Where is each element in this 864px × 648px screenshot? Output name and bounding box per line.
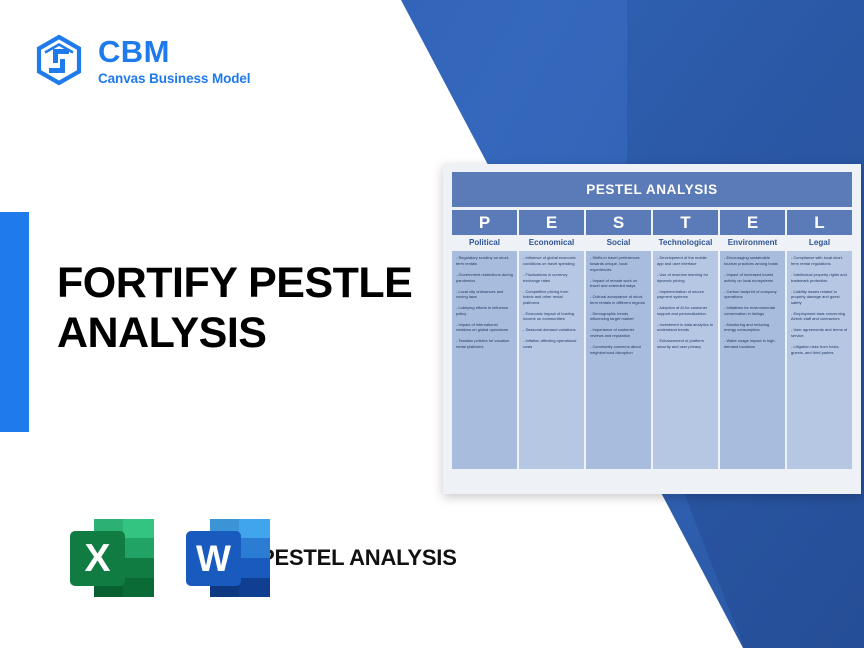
pestel-bullet: - Use of machine learning for dynamic pr… bbox=[657, 272, 709, 283]
pestel-column-letter: E bbox=[519, 209, 584, 236]
pestel-column-body: - Regulatory scrutiny on short-term rent… bbox=[452, 251, 517, 470]
pestel-column-name: Legal bbox=[787, 235, 852, 252]
pestel-column-letter: S bbox=[586, 209, 651, 236]
pestel-bullet: - Carbon footprint of company operations bbox=[724, 288, 777, 300]
office-icons: X W bbox=[66, 513, 270, 603]
pestel-column-body: - Compliance with local short-term renta… bbox=[787, 251, 852, 470]
pestel-bullet: - Lobbying efforts to influence policy bbox=[456, 305, 509, 316]
brand-logo-text: CBM Canvas Business Model bbox=[98, 34, 251, 87]
pestel-column-technological: T Technological - Development of the mobil… bbox=[653, 209, 718, 470]
pestel-column-legal: L Legal - Compliance with local short-term… bbox=[787, 209, 852, 470]
pestel-bullet: - Litigation risks from hosts, guests, a… bbox=[791, 343, 840, 355]
microsoft-word-icon[interactable]: W bbox=[182, 513, 274, 608]
pestel-column-name: Technological bbox=[653, 235, 718, 252]
pestel-column-name: Political bbox=[452, 235, 517, 252]
pestel-bullet: - Enhancement of platform security and u… bbox=[657, 338, 704, 349]
brand-name: CBM bbox=[98, 34, 170, 70]
pestel-column-body: - Encouraging sustainable tourism practi… bbox=[720, 251, 785, 470]
pestel-column-name: Social bbox=[586, 235, 651, 252]
brand-tagline: Canvas Business Model bbox=[98, 71, 251, 87]
pestel-bullet: - Demographic trends influencing target … bbox=[590, 310, 634, 322]
pestel-bullet: - Seasonal demand variations bbox=[523, 327, 576, 333]
pestel-bullet: - Local city ordinances and zoning laws bbox=[456, 288, 504, 300]
pestel-bullet: - Investment in data analytics to unders… bbox=[657, 321, 714, 333]
pestel-bullet: - Implementation of secure payment syste… bbox=[657, 288, 705, 300]
pestel-bullet: - Liability issues related to property d… bbox=[791, 288, 840, 305]
pestel-bullet: - Employment laws concerning Airbnb staf… bbox=[791, 310, 846, 322]
pestel-bullet: - Development of the mobile app and user… bbox=[657, 255, 707, 266]
hexagon-recycle-logo-icon bbox=[32, 34, 86, 88]
pestel-bullet: - Regulatory scrutiny on short-term rent… bbox=[456, 255, 510, 266]
pestel-column-body: - Influence of global economic condition… bbox=[519, 251, 584, 470]
pestel-column-letter: L bbox=[787, 209, 852, 236]
page-title: FORTIFY PESTLE ANALYSIS bbox=[57, 259, 413, 358]
pestel-bullet: - Encouraging sustainable tourism practi… bbox=[724, 255, 778, 266]
pestel-bullet: - Cultural acceptance of short-term rent… bbox=[590, 294, 645, 305]
pestel-bullet: - Impact of remote work on travel and ex… bbox=[590, 277, 638, 289]
pestel-bullet: - Economic impact of hosting income on c… bbox=[523, 310, 575, 322]
pestel-column-name: Environment bbox=[720, 235, 785, 252]
pestel-bullet: - User agreements and terms of service bbox=[791, 327, 848, 338]
pestel-column-economical: E Economical - Influence of global economi… bbox=[519, 209, 584, 470]
pestel-bullet: - Fluctuations in currency exchange rate… bbox=[523, 272, 568, 283]
pestel-bullet: - Community concerns about neighborhood … bbox=[590, 343, 641, 355]
pestel-bullet: - Inflation affecting operational costs bbox=[523, 338, 577, 349]
pestel-bullet: - Monitoring and reducing energy consump… bbox=[724, 321, 770, 333]
pestel-bullet: - Water usage impact in high-demand loca… bbox=[724, 338, 776, 349]
pestel-analysis-card: PESTEL ANALYSIS P Political - Regulatory s… bbox=[443, 164, 861, 494]
pestel-bullet: - Impact of increased tourist activity o… bbox=[724, 272, 774, 283]
pestel-bullet: - Competitive pricing from hotels and ot… bbox=[523, 288, 569, 305]
brand-logo[interactable]: CBM Canvas Business Model bbox=[32, 34, 251, 88]
pestel-column-social: S Social - Shifts in travel preferences to… bbox=[586, 209, 651, 470]
pestel-column-political: P Political - Regulatory scrutiny on short… bbox=[452, 209, 517, 470]
microsoft-excel-icon[interactable]: X bbox=[66, 513, 158, 608]
pestel-column-name: Economical bbox=[519, 235, 584, 252]
pestel-bullet: - Shifts in travel preferences towards u… bbox=[590, 255, 640, 272]
pestel-column-letter: P bbox=[452, 209, 517, 236]
pestel-columns: P Political - Regulatory scrutiny on short… bbox=[452, 209, 852, 470]
pestel-bullet: - Initiatives for environmental conserva… bbox=[724, 305, 775, 316]
pestel-column-body: - Shifts in travel preferences towards u… bbox=[586, 251, 651, 470]
pestel-card-title: PESTEL ANALYSIS bbox=[452, 172, 852, 207]
pestel-bullet: - Government restrictions during pandemi… bbox=[456, 272, 513, 283]
pestel-column-letter: E bbox=[720, 209, 785, 236]
left-accent-bar bbox=[0, 212, 29, 432]
pestel-column-letter: T bbox=[653, 209, 718, 236]
pestel-column-body: - Development of the mobile app and user… bbox=[653, 251, 718, 470]
pestel-bullet: - Adoption of AI for customer support an… bbox=[657, 305, 708, 316]
pestel-bullet: - Intellectual property rights and trade… bbox=[791, 272, 847, 283]
pestel-bullet: - Impact of international relations on g… bbox=[456, 321, 509, 333]
format-caption: PESTEL ANALYSIS bbox=[260, 544, 457, 570]
svg-text:X: X bbox=[84, 537, 110, 580]
pestel-bullet: - Importance of customer reviews and rep… bbox=[590, 327, 635, 338]
svg-text:W: W bbox=[196, 538, 231, 579]
pestel-bullet: - Compliance with local short-term renta… bbox=[791, 255, 844, 266]
format-availability-row: X W PESTEL ANALYSIS bbox=[66, 513, 457, 603]
pestel-bullet: - Influence of global economic condition… bbox=[523, 255, 576, 266]
pestel-column-environment: E Environment - Encouraging sustainable to… bbox=[720, 209, 785, 470]
pestel-bullet: - Taxation policies for vacation rental … bbox=[456, 338, 510, 349]
